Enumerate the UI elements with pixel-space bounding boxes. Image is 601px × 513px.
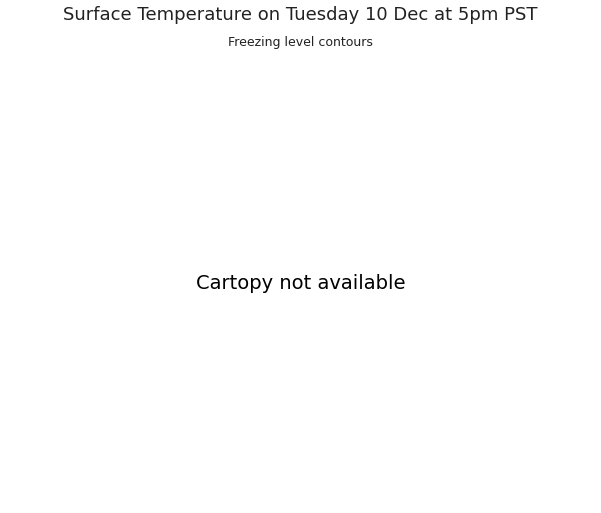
Text: Surface Temperature on Tuesday 10 Dec at 5pm PST: Surface Temperature on Tuesday 10 Dec at…: [63, 6, 538, 24]
Text: Cartopy not available: Cartopy not available: [196, 274, 405, 293]
Text: Freezing level contours: Freezing level contours: [228, 35, 373, 49]
